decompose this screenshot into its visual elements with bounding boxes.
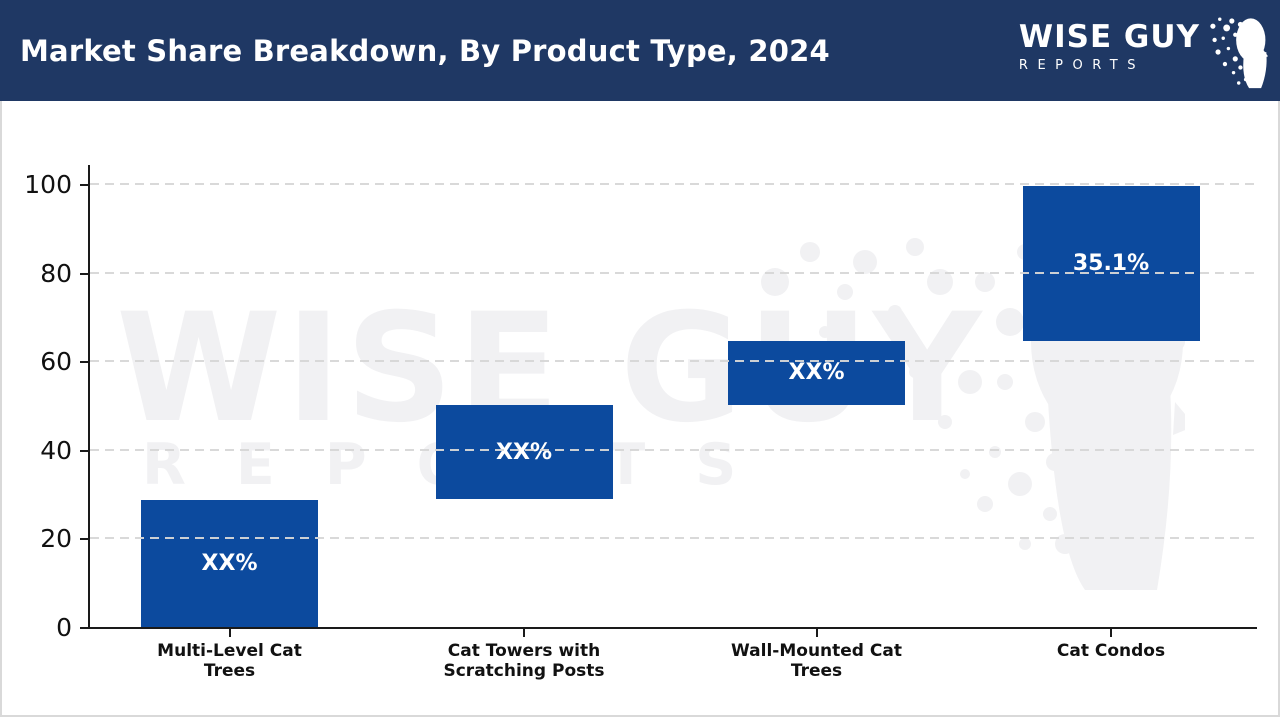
- bar-value-label: XX%: [788, 360, 845, 386]
- category-label-1: Cat Towers with Scratching Posts: [384, 641, 664, 681]
- y-tick-20: [80, 538, 88, 541]
- logo-wordmark: WISE GUY: [1018, 19, 1200, 55]
- category-label-line: Trees: [203, 661, 256, 681]
- chart-title: Market Share Breakdown, By Product Type,…: [20, 33, 830, 68]
- x-tick-3: [1110, 629, 1112, 637]
- category-label-2: Wall-Mounted Cat Trees: [677, 641, 957, 681]
- gridline-40: [90, 448, 1257, 451]
- logo-head-icon: [1210, 17, 1268, 89]
- y-tick-40: [80, 449, 88, 452]
- x-axis: [88, 627, 1257, 629]
- category-label-line: Trees: [790, 661, 843, 681]
- bar-1: XX%: [435, 404, 613, 500]
- x-tick-2: [815, 629, 818, 637]
- x-tick-0: [228, 629, 231, 637]
- bar-value-label: XX%: [496, 439, 552, 465]
- bar-0: XX%: [141, 499, 318, 627]
- category-label-line: Multi-Level Cat: [157, 641, 302, 661]
- y-tick-80: [80, 272, 88, 275]
- bar-value-label: 35.1%: [1072, 250, 1150, 276]
- y-tick-label-0: 0: [56, 613, 72, 642]
- x-tick-1: [523, 629, 525, 637]
- bar-value-label: XX%: [201, 550, 258, 576]
- category-label-line: Wall-Mounted Cat: [731, 641, 902, 661]
- category-label-0: Multi-Level Cat Trees: [90, 641, 370, 681]
- page-border-left: [0, 101, 2, 717]
- logo-subtitle: REPORTS: [1018, 58, 1146, 73]
- category-label-3: Cat Condos: [971, 641, 1251, 661]
- y-tick-label-40: 40: [40, 435, 72, 465]
- gridline-60: [90, 360, 1257, 363]
- y-tick-label-20: 20: [40, 524, 72, 554]
- category-label-line: Cat Towers with: [447, 641, 601, 661]
- y-tick-0: [80, 627, 88, 629]
- bar-2: XX%: [728, 341, 905, 405]
- gridline-20: [90, 537, 1257, 540]
- y-axis: [88, 165, 90, 629]
- bar-3: 35.1%: [1022, 185, 1200, 341]
- category-label-line: Cat Condos: [1056, 641, 1166, 661]
- logo-text: WISE GUY REPORTS: [1019, 20, 1200, 76]
- wiseguy-logo: WISE GUY REPORTS: [1008, 6, 1268, 96]
- page-border-bottom: [0, 715, 1280, 717]
- header-band: Market Share Breakdown, By Product Type,…: [0, 0, 1280, 101]
- y-tick-60: [80, 361, 88, 364]
- y-tick-label-60: 60: [40, 347, 72, 377]
- gridline-80: [90, 271, 1257, 274]
- y-tick-label-100: 100: [24, 170, 72, 200]
- category-label-line: Scratching Posts: [443, 661, 605, 681]
- y-tick-100: [80, 184, 88, 187]
- y-tick-label-80: 80: [40, 258, 72, 288]
- page-border-right: [1278, 101, 1280, 717]
- gridline-100: [90, 183, 1257, 186]
